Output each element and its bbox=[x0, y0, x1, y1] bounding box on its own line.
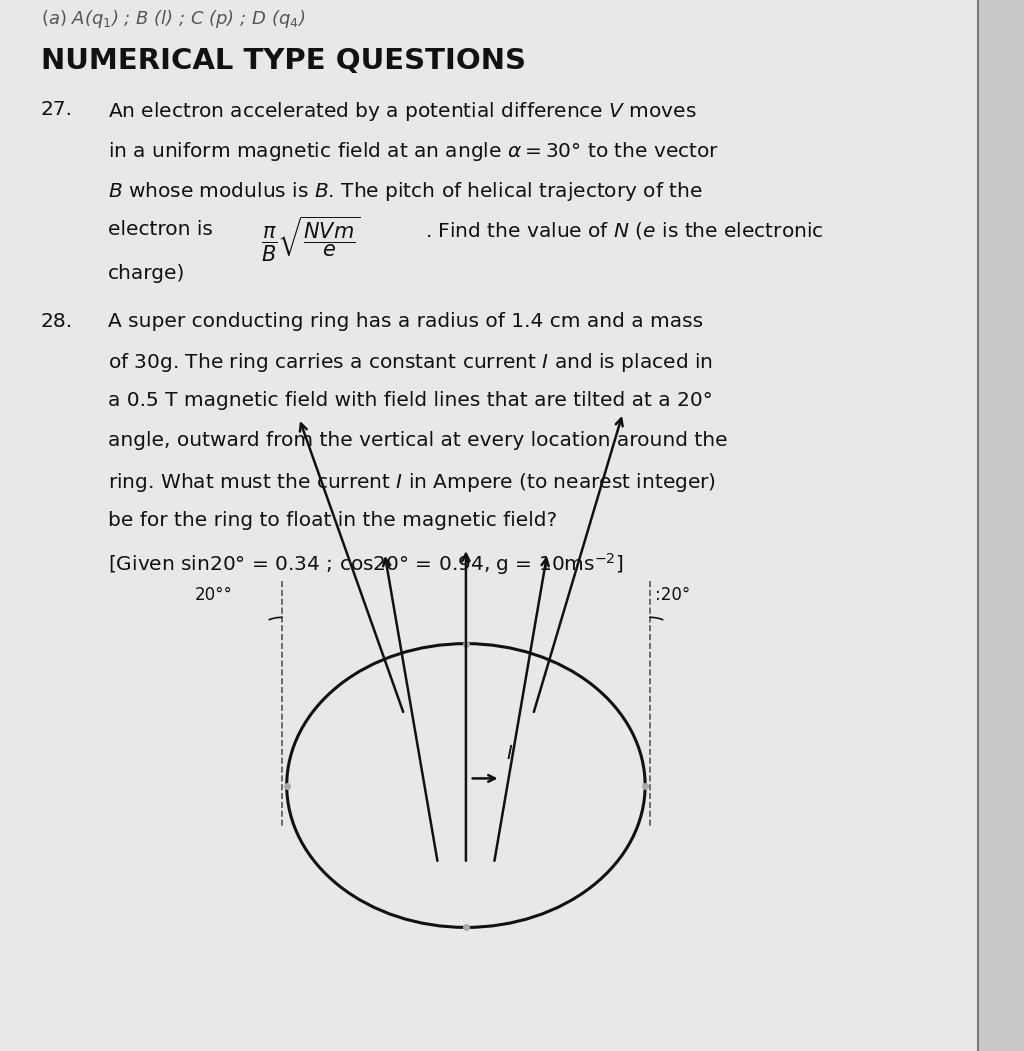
Text: $B$ whose modulus is $B$. The pitch of helical trajectory of the: $B$ whose modulus is $B$. The pitch of h… bbox=[108, 180, 702, 203]
FancyBboxPatch shape bbox=[0, 0, 978, 1051]
Text: A super conducting ring has a radius of 1.4 cm and a mass: A super conducting ring has a radius of … bbox=[108, 311, 702, 330]
Text: NUMERICAL TYPE QUESTIONS: NUMERICAL TYPE QUESTIONS bbox=[41, 47, 526, 76]
Text: [Given sin20° = 0.34 ; cos20° = 0.94, g = 10ms$^{-2}$]: [Given sin20° = 0.34 ; cos20° = 0.94, g … bbox=[108, 551, 623, 577]
Text: . Find the value of $N$ ($e$ is the electronic: . Find the value of $N$ ($e$ is the elec… bbox=[425, 220, 823, 241]
Text: 20°°: 20°° bbox=[195, 585, 232, 604]
Text: :20°: :20° bbox=[655, 585, 690, 604]
Text: An electron accelerated by a potential difference $V$ moves: An electron accelerated by a potential d… bbox=[108, 100, 696, 123]
Text: a 0.5 T magnetic field with field lines that are tilted at a 20°: a 0.5 T magnetic field with field lines … bbox=[108, 391, 713, 410]
Text: 27.: 27. bbox=[41, 100, 73, 119]
Text: $(a)$ $A$($q_1$) ; $B$ ($l$) ; $C$ ($p$) ; $D$ ($q_4$): $(a)$ $A$($q_1$) ; $B$ ($l$) ; $C$ ($p$)… bbox=[41, 8, 305, 30]
Text: $\dfrac{\pi}{B}\sqrt{\dfrac{NVm}{e}}$: $\dfrac{\pi}{B}\sqrt{\dfrac{NVm}{e}}$ bbox=[261, 214, 360, 264]
Text: $I$: $I$ bbox=[506, 744, 513, 763]
Text: of 30g. The ring carries a constant current $I$ and is placed in: of 30g. The ring carries a constant curr… bbox=[108, 351, 713, 374]
Text: 28.: 28. bbox=[41, 311, 73, 330]
Text: ring. What must the current $I$ in Ampere (to nearest integer): ring. What must the current $I$ in Amper… bbox=[108, 471, 716, 494]
Text: be for the ring to float in the magnetic field?: be for the ring to float in the magnetic… bbox=[108, 511, 557, 530]
Text: angle, outward from the vertical at every location around the: angle, outward from the vertical at ever… bbox=[108, 431, 727, 450]
Text: charge): charge) bbox=[108, 264, 185, 283]
Text: electron is: electron is bbox=[108, 220, 212, 239]
Text: in a uniform magnetic field at an angle $\alpha = 30°$ to the vector: in a uniform magnetic field at an angle … bbox=[108, 140, 719, 163]
